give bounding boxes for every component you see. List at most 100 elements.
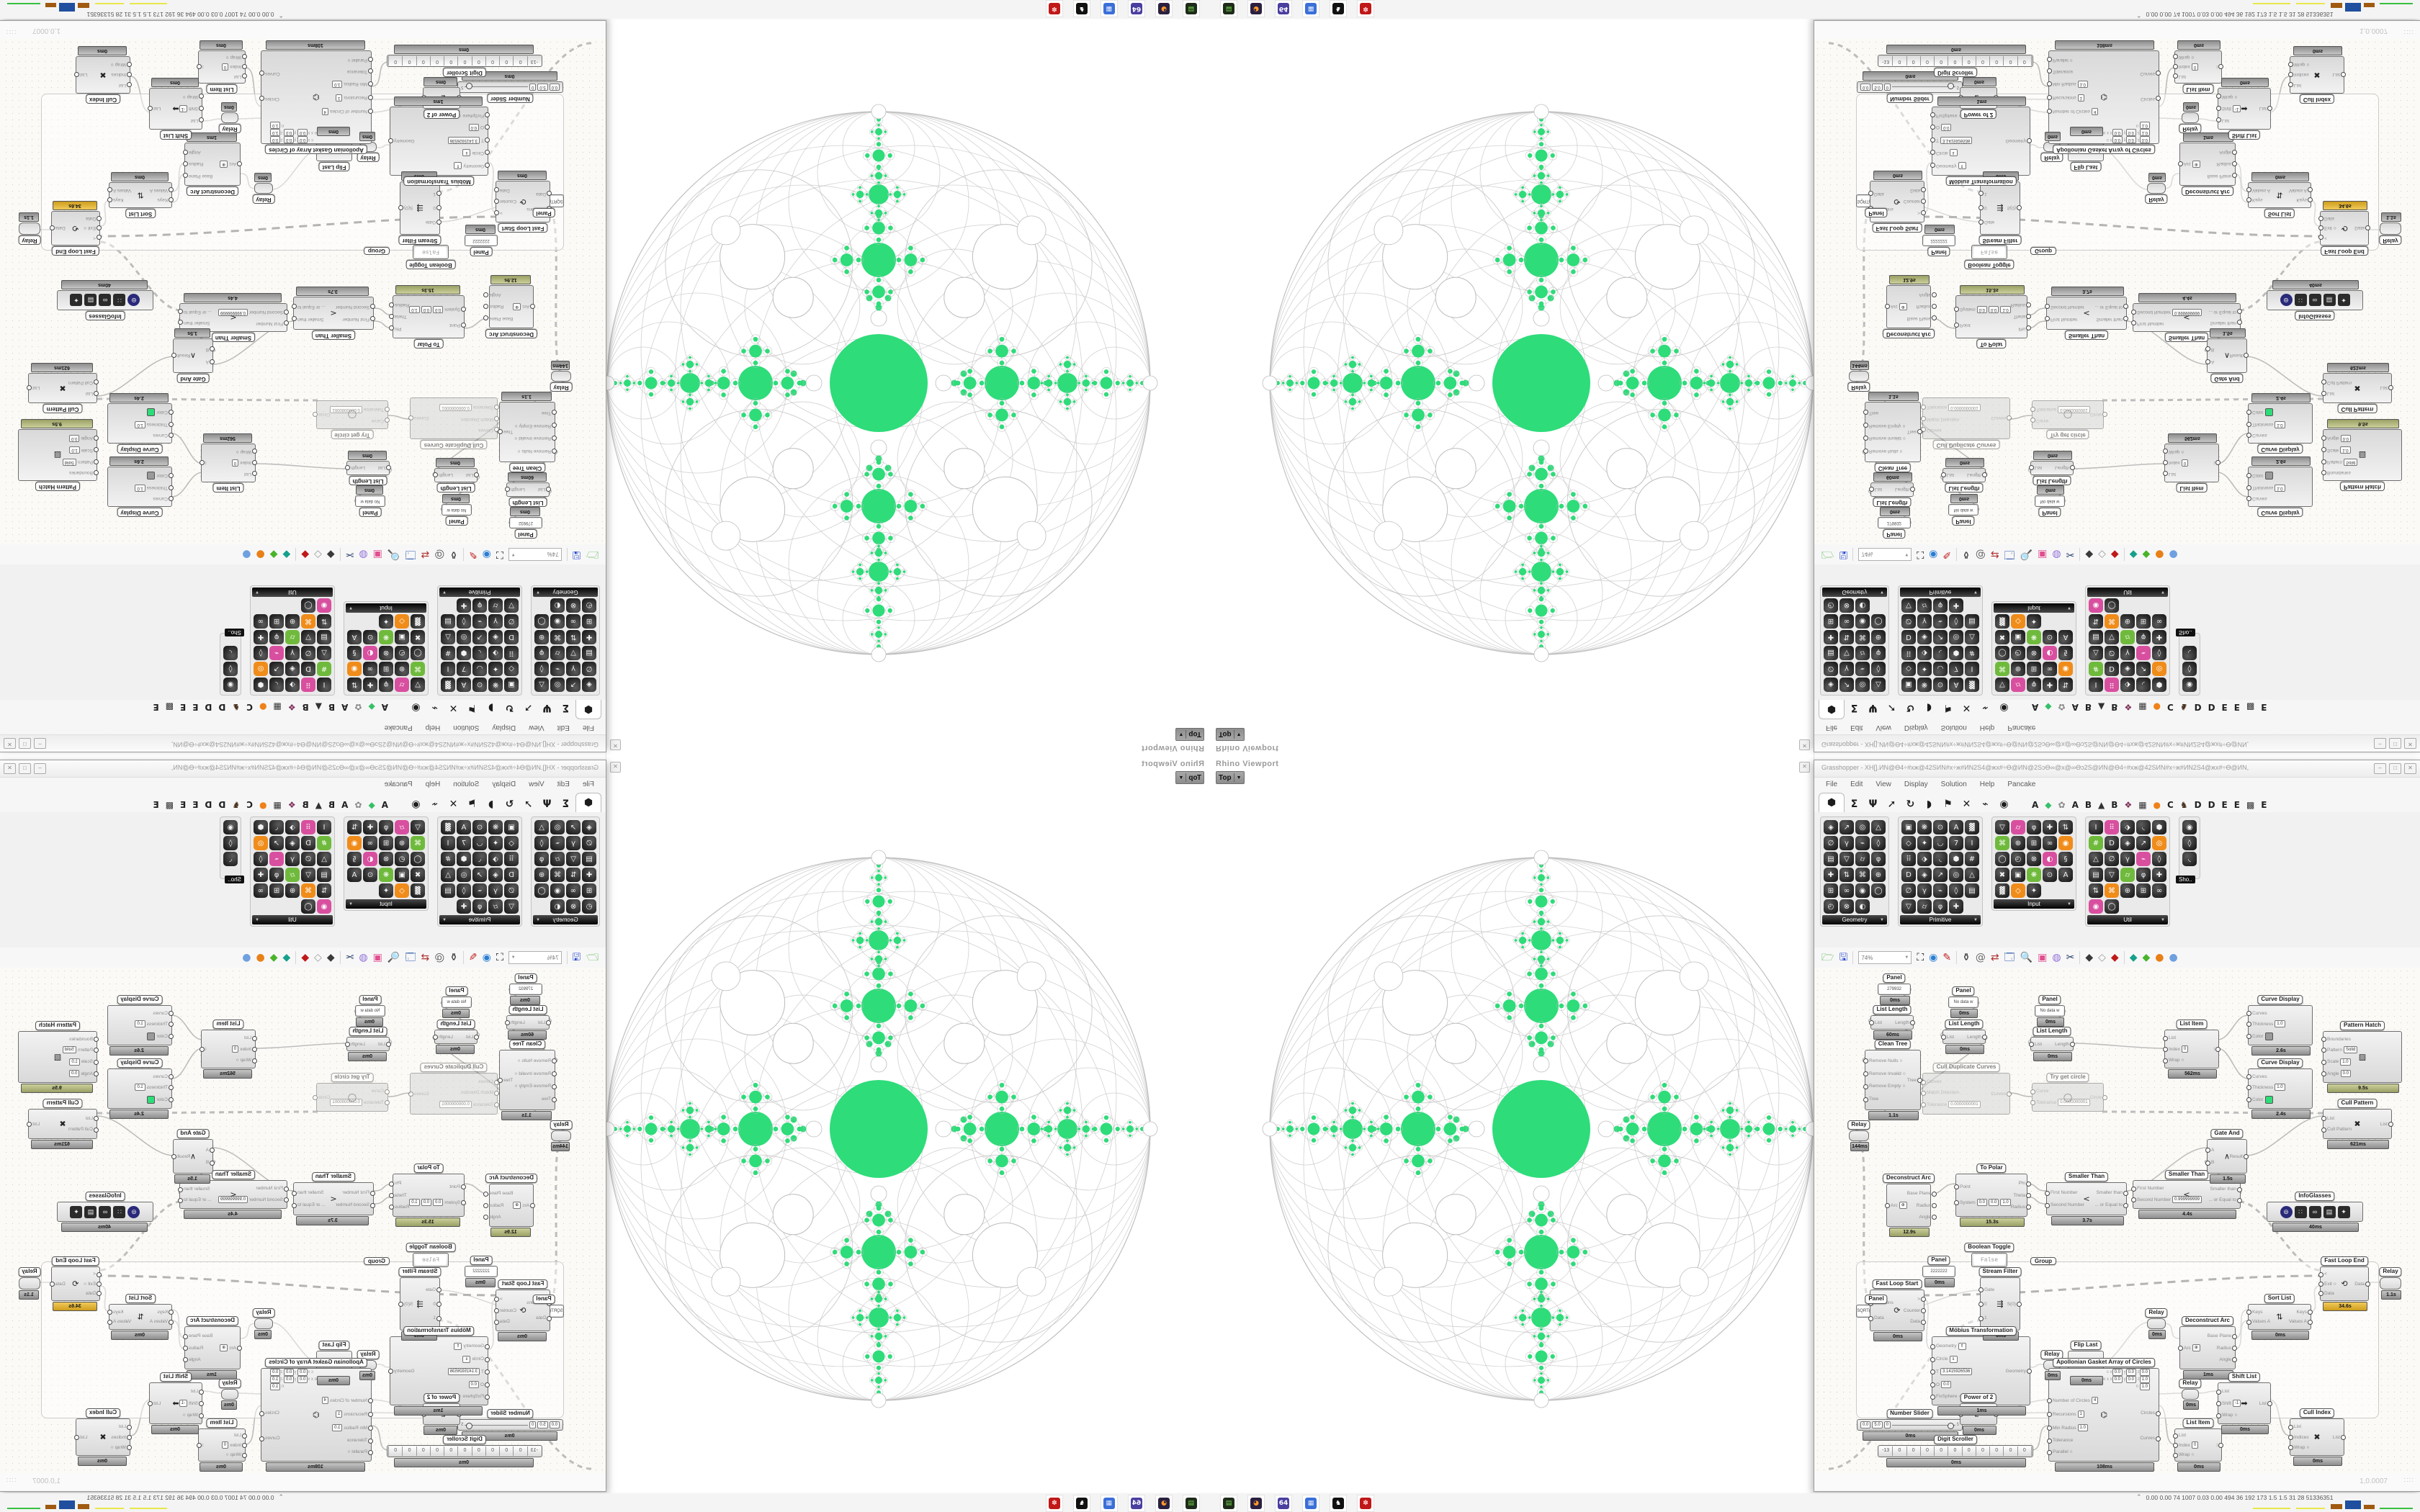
node-ph[interactable]: Pattern Hatch 9.5s Boundaries Pattern Solid S… (2323, 419, 2402, 491)
component-icon[interactable]: ⬢ (1949, 646, 1963, 660)
component-icon[interactable]: # (441, 852, 455, 866)
component-icon[interactable]: ⌘ (1855, 868, 1870, 882)
component-icon[interactable]: ◊ (223, 836, 238, 850)
tab-standard-9[interactable]: ◉ (411, 798, 421, 810)
component-icon[interactable]: ✚ (2043, 678, 2057, 692)
component-icon[interactable]: ∅ (504, 883, 519, 898)
component-icon[interactable]: △ (1871, 678, 1886, 692)
component-icon[interactable]: ❋ (488, 820, 503, 834)
component-icon[interactable]: ⊗ (2027, 646, 2041, 660)
tab-plugin-2[interactable]: ✿ (2058, 800, 2066, 810)
calculator-icon[interactable]: ▦ (1101, 1495, 1118, 1512)
component-icon[interactable]: 7 (457, 662, 471, 676)
component-icon[interactable]: ✖ (411, 630, 425, 644)
component-icon[interactable]: ◊ (2182, 836, 2197, 850)
node-ci[interactable]: Cull Index 0ms List Indices Wrap ○ List ✖ (2287, 1408, 2346, 1466)
tab-plugin-4[interactable]: B (2084, 702, 2092, 712)
component-icon[interactable]: ◯ (301, 598, 315, 613)
component-icon[interactable]: D (2105, 836, 2119, 850)
component-icon[interactable]: ▽ (504, 899, 519, 914)
tab-standard-2[interactable]: Ψ (542, 702, 552, 714)
component-icon[interactable]: ⌭ (1855, 646, 1870, 660)
tab-standard-4[interactable]: ↻ (1906, 702, 1915, 714)
component-icon[interactable]: ▽ (2105, 630, 2119, 644)
node-da1[interactable]: Deconstruct Arc 12.9s Arc ⊕ Base Plane Radius… (1883, 275, 1935, 338)
ball-blue-icon[interactable]: ● (2169, 549, 2178, 560)
tab-plugin-14[interactable]: E (192, 800, 199, 810)
component-icon[interactable]: ◎ (1949, 868, 1963, 882)
component-icon[interactable]: ▓ (1995, 614, 2009, 629)
tab-plugin-2[interactable]: ✿ (2058, 702, 2066, 712)
component-icon[interactable]: I (2089, 678, 2103, 692)
node-st1[interactable]: Smaller Than 3.7s First Number Second Numbe… (2046, 287, 2127, 340)
component-icon[interactable]: ◊ (2152, 646, 2166, 660)
component-icon[interactable]: φ (2027, 820, 2041, 834)
tab-plugin-12[interactable]: D (218, 702, 226, 712)
component-icon[interactable]: ✦ (1917, 662, 1932, 676)
component-icon[interactable]: ∅ (1901, 883, 1916, 898)
save-file-icon[interactable]: 🖫 (1839, 952, 1848, 963)
component-icon[interactable]: φ (534, 852, 549, 866)
ball-blue-icon[interactable]: ● (242, 952, 251, 963)
component-icon[interactable]: ⌭ (2011, 820, 2025, 834)
component-icon[interactable]: ▽ (1839, 852, 1854, 866)
component-icon[interactable]: ◇ (504, 662, 519, 676)
component-icon[interactable]: △ (317, 646, 331, 660)
component-icon[interactable]: ↗ (269, 836, 284, 850)
component-icon[interactable]: φ (269, 630, 284, 644)
component-icon[interactable]: ◎ (2152, 836, 2166, 850)
tab-plugin-6[interactable]: B (302, 702, 309, 712)
tab-standard-0[interactable]: ⬢ (575, 700, 601, 719)
sketch-pen-icon[interactable]: ✎ (1942, 549, 1952, 560)
tab-plugin-5[interactable]: ▲ (2098, 702, 2105, 712)
gift-icon[interactable]: ▣ (372, 549, 382, 560)
rhino-viewport[interactable]: Rhino Viewport Top ▼ (1210, 756, 1814, 1492)
author-card-icon[interactable]: @ (1975, 952, 1986, 963)
wolf-app-icon[interactable]: ♞ (1073, 0, 1090, 17)
tab-plugin-17[interactable]: E (2261, 702, 2267, 712)
maximize-button[interactable]: □ (2389, 738, 2401, 749)
gha-plugin-icon[interactable]: ⇄ (1990, 549, 1999, 560)
tab-plugin-10[interactable]: C (2167, 702, 2174, 712)
component-icon[interactable]: ⬗ (2120, 820, 2135, 834)
tray-collapse-icon[interactable]: ⌃ (2136, 12, 2142, 19)
node-ap[interactable]: Apollonian Gasket Array of Circles 108ms c… (261, 1358, 372, 1472)
component-icon[interactable]: I (1965, 836, 1979, 850)
component-icon[interactable]: ◐ (2043, 646, 2057, 660)
menu-edit[interactable]: Edit (1850, 780, 1863, 788)
component-icon[interactable]: ◉ (317, 899, 331, 914)
component-icon[interactable]: ▤ (582, 646, 596, 660)
tab-standard-5[interactable]: ◗ (488, 702, 494, 714)
palette-group-label[interactable]: Input ▼ (346, 603, 426, 613)
component-icon[interactable]: ⊞ (582, 883, 596, 898)
palette-group-label[interactable]: Util ▼ (252, 915, 333, 924)
node-ll2[interactable]: List Length 0ms List Length (434, 1020, 478, 1054)
component-icon[interactable]: ❋ (379, 630, 393, 644)
node-ds[interactable]: Digit Scroller 0ms -13 0 0 0 0 0 0 0 0 0 0 (387, 45, 542, 77)
tab-plugin-10[interactable]: C (246, 702, 253, 712)
node-cd1[interactable]: Curve Display 2.6s Curves Thickness 1.0 Color (107, 995, 172, 1056)
menu-solution[interactable]: Solution (453, 780, 480, 788)
tab-plugin-13[interactable]: D (205, 800, 212, 810)
chevron-down-icon[interactable]: ▼ (1236, 732, 1242, 737)
component-icon[interactable]: ▽ (301, 868, 315, 882)
component-icon[interactable]: ◊ (2182, 662, 2197, 676)
node-sl[interactable]: Sort List 0ms Keys Values A Keys Values A ⇅ (2246, 1294, 2313, 1340)
tab-plugin-13[interactable]: D (205, 702, 212, 712)
node-p2[interactable]: Panel 0ms No data w (442, 986, 472, 1018)
bake-jar-icon[interactable]: ⚱ (1962, 952, 1971, 963)
component-icon[interactable]: ⊗ (2027, 852, 2041, 866)
open-file-icon[interactable]: 🗁 (586, 549, 599, 560)
tab-plugin-4[interactable]: B (328, 702, 336, 712)
node-tgc[interactable]: Try get circle Curve Tolerance 0.0000000001… (316, 1073, 388, 1112)
component-icon[interactable]: γ (1839, 662, 1854, 676)
component-icon[interactable]: ⇅ (317, 614, 331, 629)
node-rl5[interactable]: Relay 0ms (2179, 102, 2202, 133)
component-icon[interactable]: ❋ (379, 868, 393, 882)
component-icon[interactable]: ∞ (254, 614, 268, 629)
sketch-pen-icon[interactable]: ✎ (468, 952, 478, 963)
node-fle[interactable]: Fast Loop End 34.6s < Exit ○ Data Data ⟲ (51, 1256, 100, 1311)
component-icon[interactable]: ◐ (363, 852, 377, 866)
component-icon[interactable]: ⊙ (363, 630, 377, 644)
component-icon[interactable]: ◟ (472, 852, 487, 866)
